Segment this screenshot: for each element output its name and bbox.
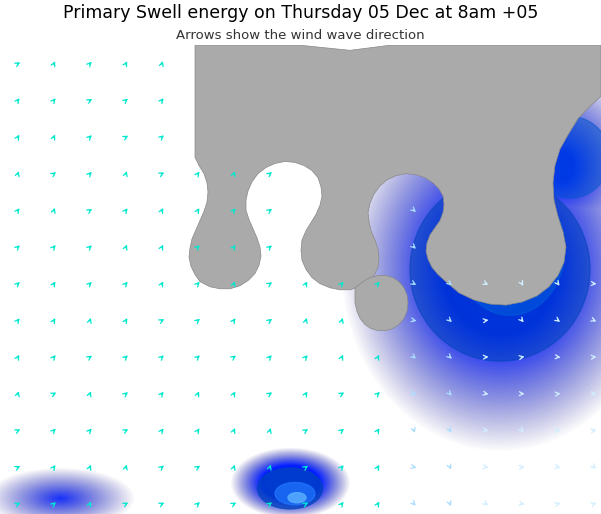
Ellipse shape [410,178,590,361]
Ellipse shape [490,193,550,274]
Ellipse shape [530,117,601,198]
Text: Arrows show the wind wave direction: Arrows show the wind wave direction [176,29,425,42]
Ellipse shape [455,183,565,315]
Ellipse shape [275,483,315,505]
Ellipse shape [288,492,306,503]
Polygon shape [355,276,408,331]
Ellipse shape [257,468,323,509]
Text: Primary Swell energy on Thursday 05 Dec at 8am +05: Primary Swell energy on Thursday 05 Dec … [63,4,538,22]
Polygon shape [189,45,601,305]
